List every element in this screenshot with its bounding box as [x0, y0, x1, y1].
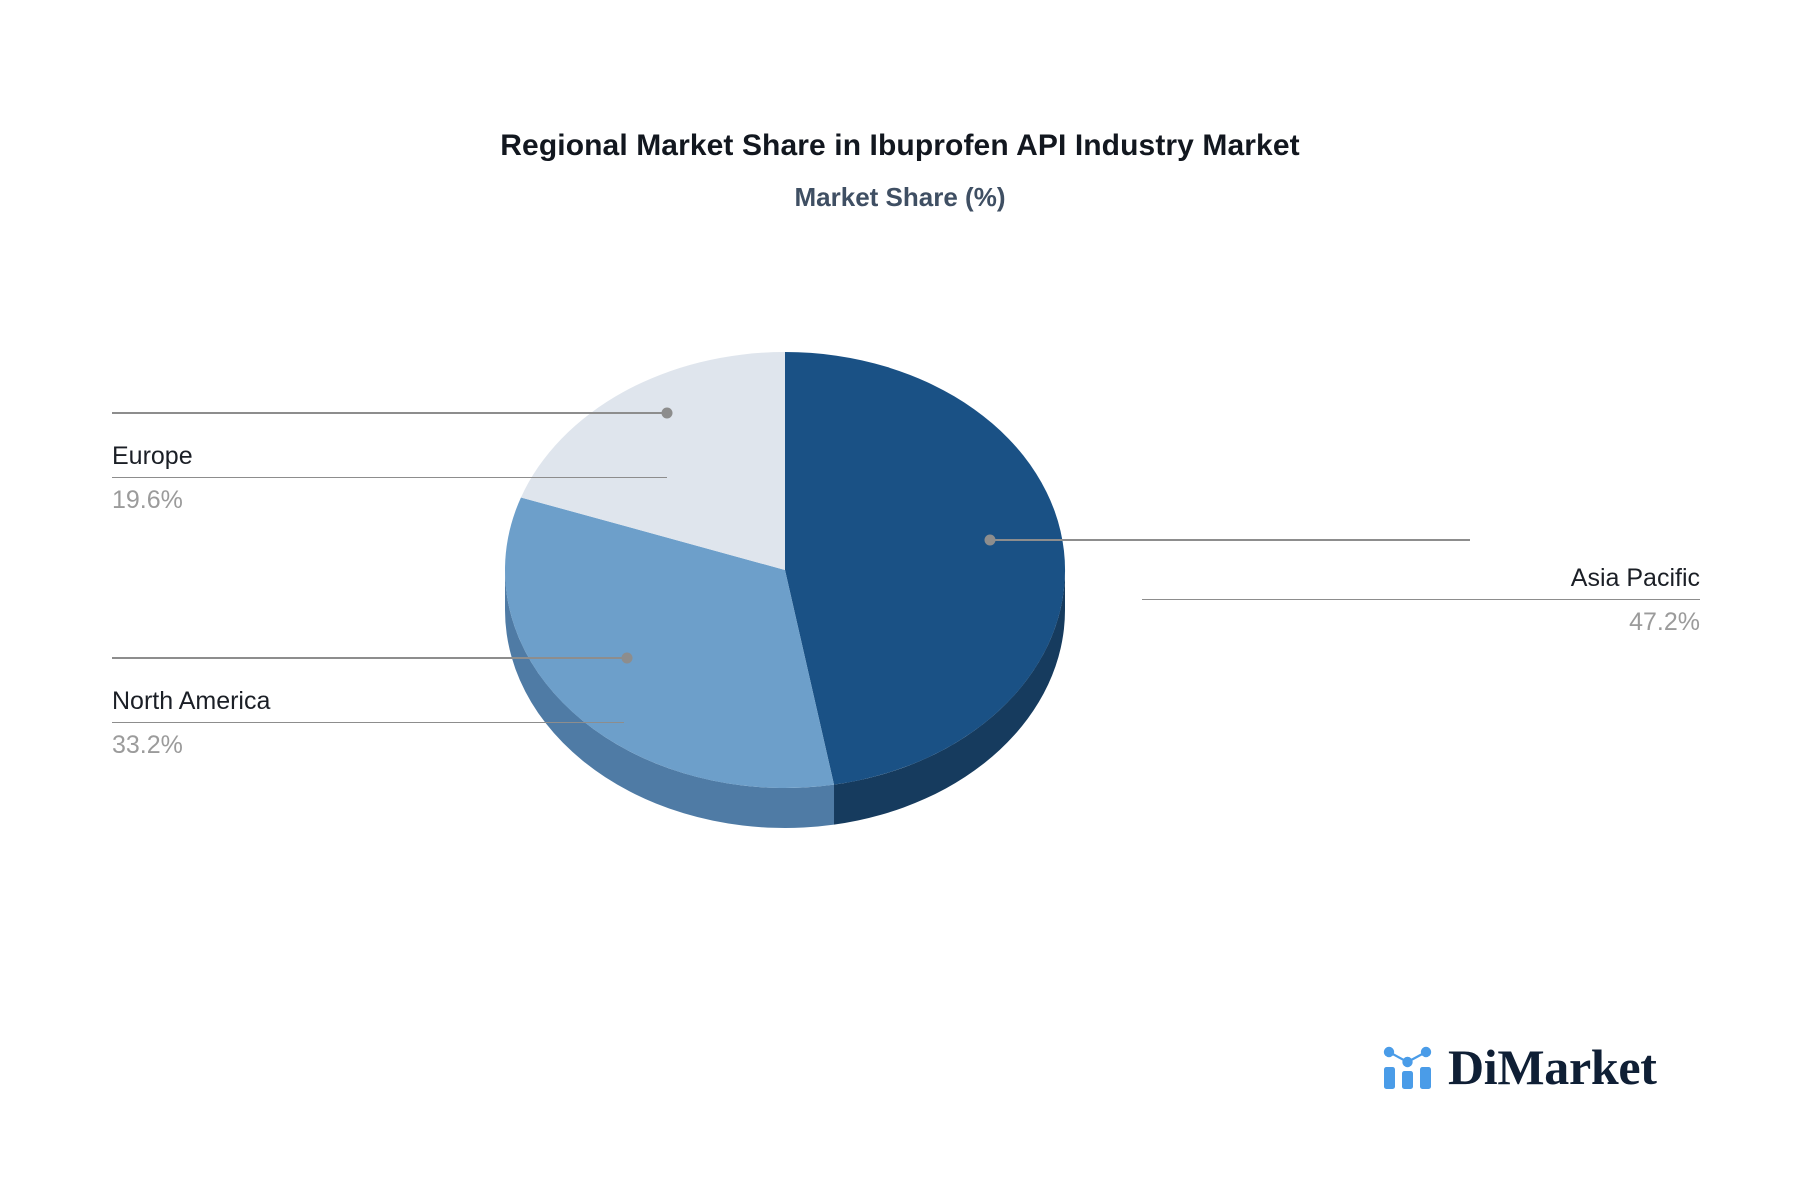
page-title: Regional Market Share in Ibuprofen API I…	[500, 129, 1300, 162]
callout-value-asia-pacific: 47.2%	[1629, 608, 1700, 636]
brand-logo: DiMarket	[1382, 1041, 1657, 1093]
callout-north-america[interactable]: North America 33.2%	[112, 685, 624, 761]
pie-slice-side-asia-pacific	[834, 570, 1065, 825]
callout-asia-pacific[interactable]: Asia Pacific 47.2%	[1142, 562, 1700, 638]
leader-line-north-america	[112, 652, 633, 664]
pie-slice-side-north-america	[504, 570, 835, 829]
chart-subtitle: Market Share (%)	[794, 182, 1006, 212]
pie-slice-north-america[interactable]	[504, 497, 835, 789]
pie-slice-europe[interactable]	[520, 352, 785, 570]
pie-slice-asia-pacific[interactable]	[785, 352, 1066, 785]
callout-label-north-america: North America	[112, 687, 271, 715]
bar-chart-icon	[1383, 1046, 1432, 1089]
callout-label-europe: Europe	[112, 442, 193, 470]
callout-rule-north-america	[112, 722, 624, 723]
title-block: Regional Market Share in Ibuprofen API I…	[0, 126, 1800, 216]
leader-line-asia-pacific	[984, 534, 1470, 546]
callout-europe[interactable]: Europe 19.6%	[112, 440, 667, 516]
callout-label-asia-pacific: Asia Pacific	[1570, 564, 1700, 592]
callout-value-europe: 19.6%	[112, 486, 183, 514]
brand-name: DiMarket	[1448, 1039, 1657, 1095]
callout-rule-europe	[112, 477, 667, 478]
callout-value-north-america: 33.2%	[112, 731, 183, 759]
callout-rule-asia-pacific	[1142, 599, 1700, 600]
leader-line-europe	[112, 407, 673, 419]
